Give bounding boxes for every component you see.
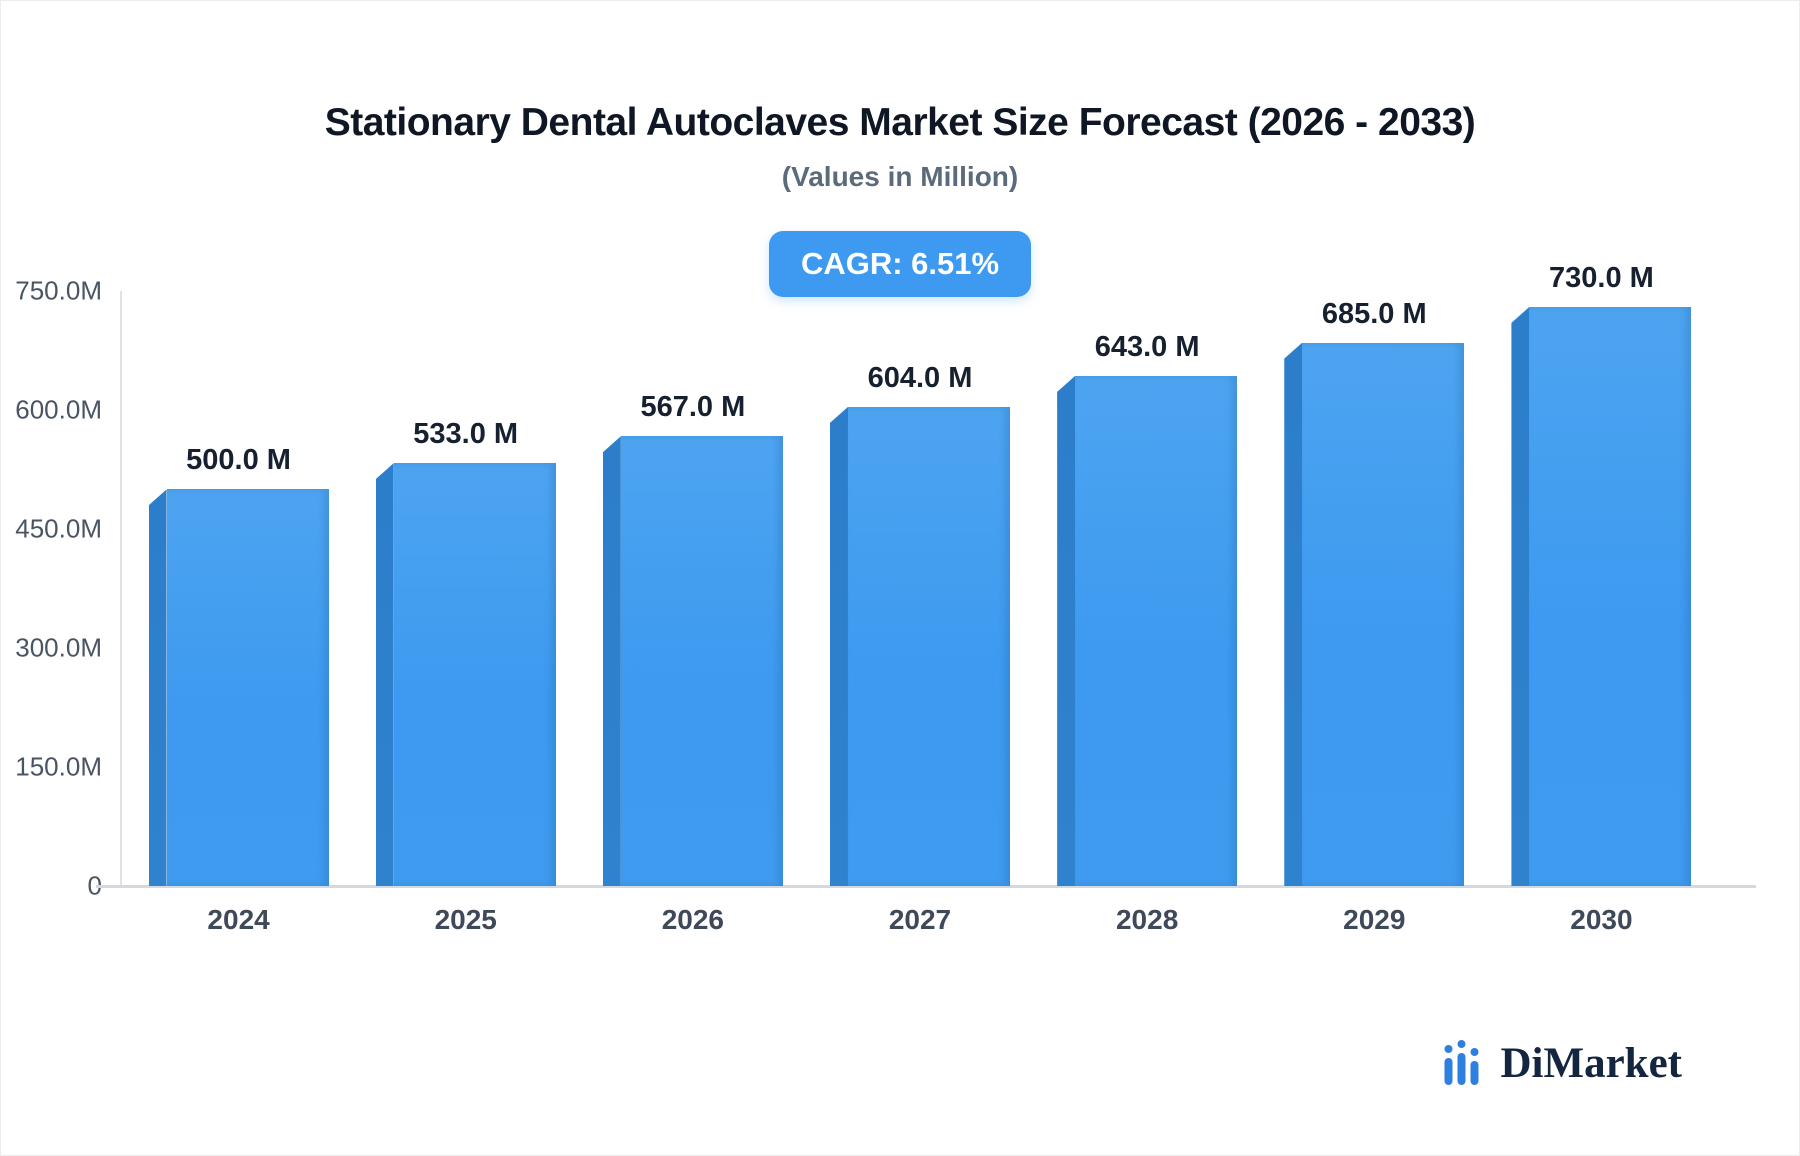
bar-side-face <box>602 436 621 886</box>
bar[interactable] <box>375 463 556 886</box>
bar-value-label: 500.0 M <box>186 444 291 477</box>
x-axis-label: 2030 <box>1570 904 1633 935</box>
bar-front-face <box>393 463 556 886</box>
bar[interactable] <box>829 406 1010 886</box>
x-axis-label: 2028 <box>1115 904 1179 935</box>
bar-side-face <box>1284 342 1303 886</box>
bar-front-face <box>1302 342 1465 886</box>
bar-front-face <box>620 436 783 886</box>
chart-subtitle: (Values in Million) <box>781 161 1019 192</box>
y-tick-label: 750.0M <box>15 275 102 306</box>
bar-side-face <box>829 406 848 886</box>
bar[interactable] <box>1057 375 1238 886</box>
bar-value-label: 685.0 M <box>1321 297 1427 330</box>
bar-group: 643.0 M <box>1057 330 1238 886</box>
cagr-badge-wrap: CAGR: 6.51% <box>1 231 1799 297</box>
bar-group: 730.0 M <box>1511 261 1692 886</box>
brand-logo-text: DiMarket <box>1500 1040 1683 1087</box>
bar-side-face <box>1057 375 1076 886</box>
bar-group: 533.0 M <box>375 418 556 886</box>
x-axis-label: 2025 <box>434 904 497 935</box>
brand-logo: DiMarket <box>1441 1039 1683 1087</box>
chart-title: Stationary Dental Autoclaves Market Size… <box>324 101 1476 144</box>
bar-value-label: 604.0 M <box>867 361 973 394</box>
x-axis-line <box>96 885 1756 888</box>
bar-group: 500.0 M <box>148 444 329 886</box>
x-axis-label: 2026 <box>661 904 724 935</box>
x-axis-label: 2024 <box>207 904 270 935</box>
y-axis-labels: 0 150.0M 300.0M 450.0M 600.0M 750.0M <box>1 276 102 901</box>
bar-front-face <box>166 489 329 886</box>
bar-side-face <box>1511 306 1530 886</box>
bar-side-face <box>375 463 394 886</box>
bar-front-face <box>1529 306 1692 886</box>
bar-group: 685.0 M <box>1284 297 1465 886</box>
bar-value-label: 567.0 M <box>640 391 746 424</box>
y-tick-label: 0 <box>87 870 102 901</box>
bar-side-face <box>148 489 167 886</box>
bar[interactable] <box>148 489 329 886</box>
y-tick-label: 300.0M <box>15 632 102 663</box>
bar-value-label: 533.0 M <box>413 418 519 451</box>
bar-chart-dots-icon <box>1444 1040 1478 1085</box>
bar-group: 604.0 M <box>829 361 1010 886</box>
bar-value-label: 643.0 M <box>1094 330 1200 363</box>
bar[interactable] <box>1511 306 1692 886</box>
chart-header: Stationary Dental Autoclaves Market Size… <box>1 1 1799 193</box>
bar[interactable] <box>1284 342 1465 886</box>
bar-group: 567.0 M <box>602 391 783 886</box>
bar-front-face <box>847 406 1010 886</box>
bar[interactable] <box>602 436 783 886</box>
x-axis-label: 2029 <box>1343 904 1406 935</box>
bars: 500.0 M 533.0 M 567.0 M 604.0 M 643.0 M 685.0… <box>125 262 1715 886</box>
bar-front-face <box>1075 375 1238 886</box>
y-tick-label: 150.0M <box>15 751 102 782</box>
x-axis-label: 2027 <box>888 904 952 935</box>
x-axis-labels: 2024 2025 2026 2027 2028 2029 2030 <box>125 904 1715 936</box>
y-tick-label: 600.0M <box>15 394 102 425</box>
y-tick-label: 450.0M <box>15 513 102 544</box>
y-axis-line <box>120 291 122 886</box>
bar-value-label: 730.0 M <box>1549 261 1654 294</box>
cagr-badge: CAGR: 6.51% <box>768 231 1032 297</box>
